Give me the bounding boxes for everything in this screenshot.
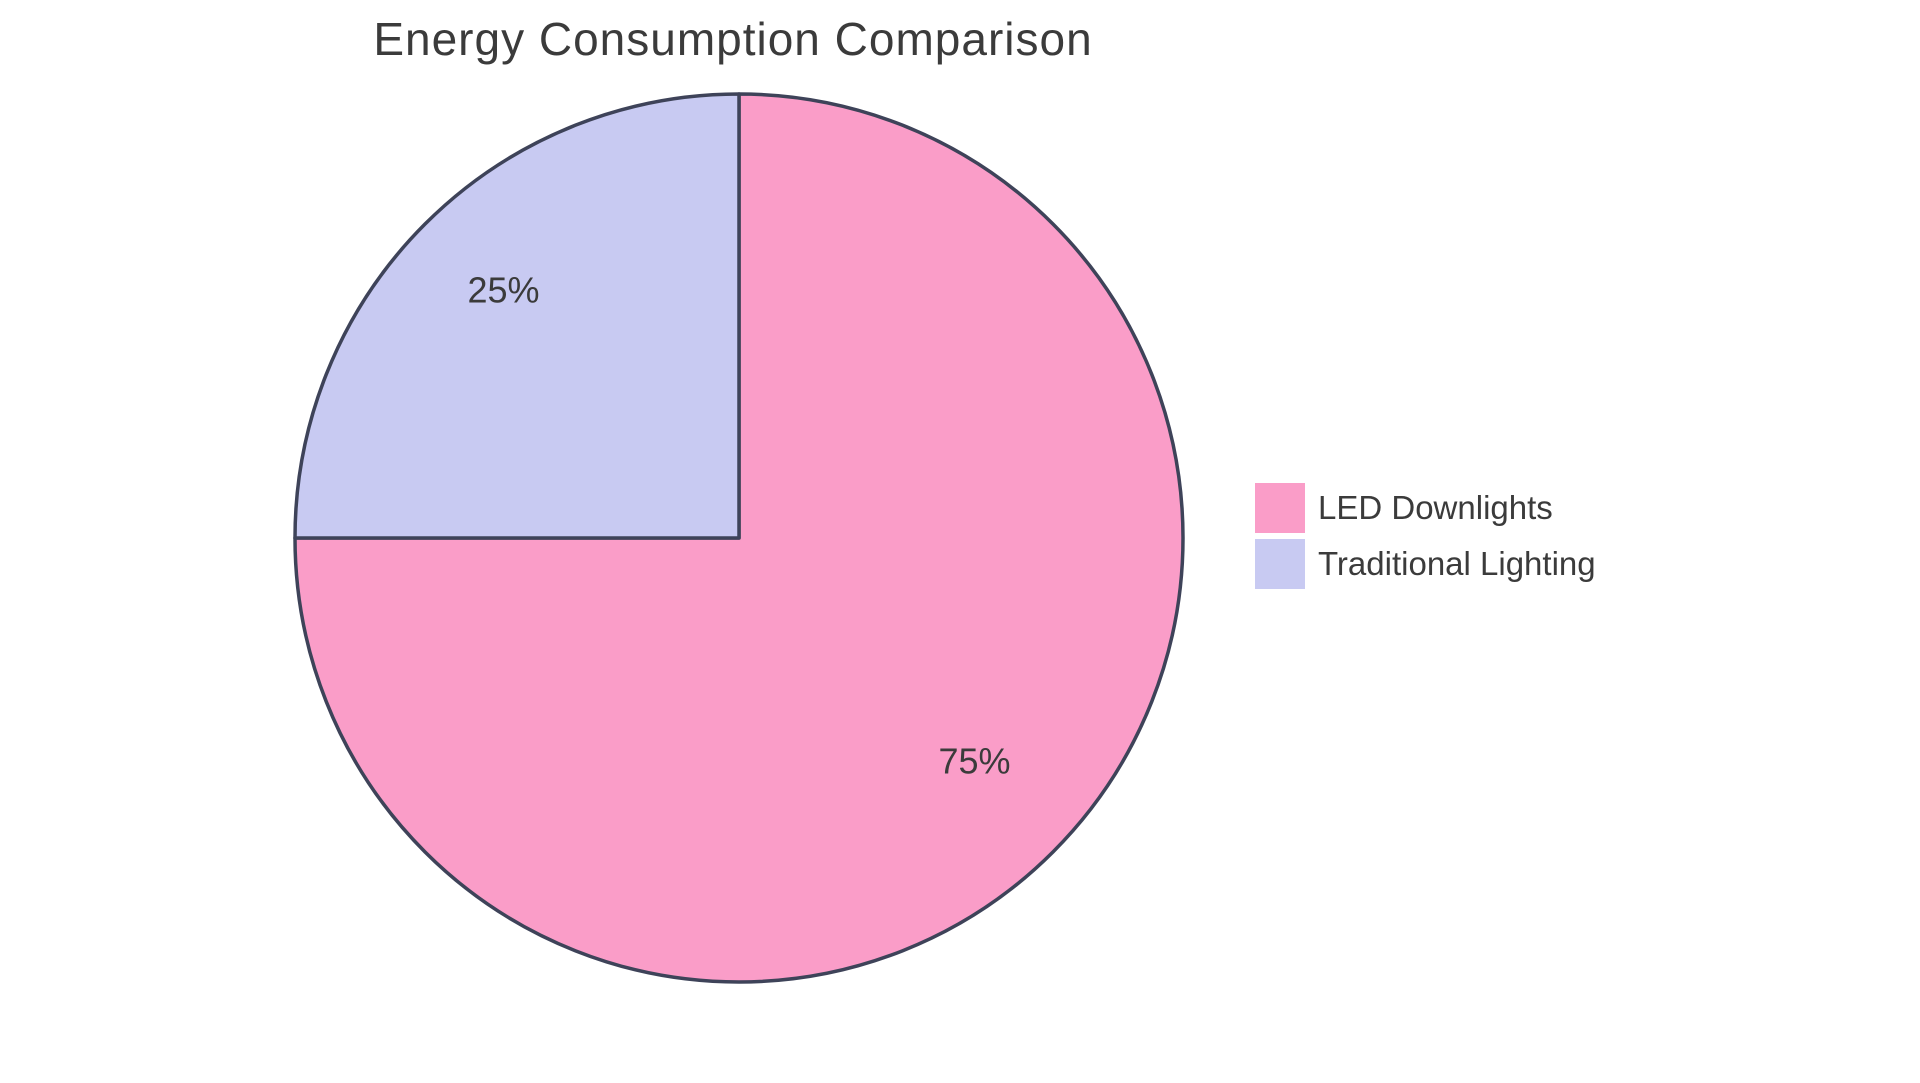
- legend-item-led-downlights[interactable]: LED Downlights: [1255, 483, 1596, 533]
- chart-title: Energy Consumption Comparison: [373, 13, 1093, 65]
- legend-label-traditional-lighting: Traditional Lighting: [1318, 545, 1596, 582]
- legend-item-traditional-lighting[interactable]: Traditional Lighting: [1255, 539, 1596, 589]
- pie-slices: [293, 92, 1185, 984]
- slice-percent-label-traditional-lighting: 25%: [467, 270, 539, 311]
- legend: LED Downlights Traditional Lighting: [1255, 483, 1596, 589]
- pie-slice-traditional-lighting[interactable]: [293, 92, 741, 540]
- legend-swatch-led-downlights: [1255, 483, 1305, 533]
- slice-percent-label-led-downlights: 75%: [938, 741, 1010, 782]
- slice-labels: 75% 25%: [467, 270, 1010, 782]
- legend-label-led-downlights: LED Downlights: [1318, 489, 1553, 526]
- legend-swatch-traditional-lighting: [1255, 539, 1305, 589]
